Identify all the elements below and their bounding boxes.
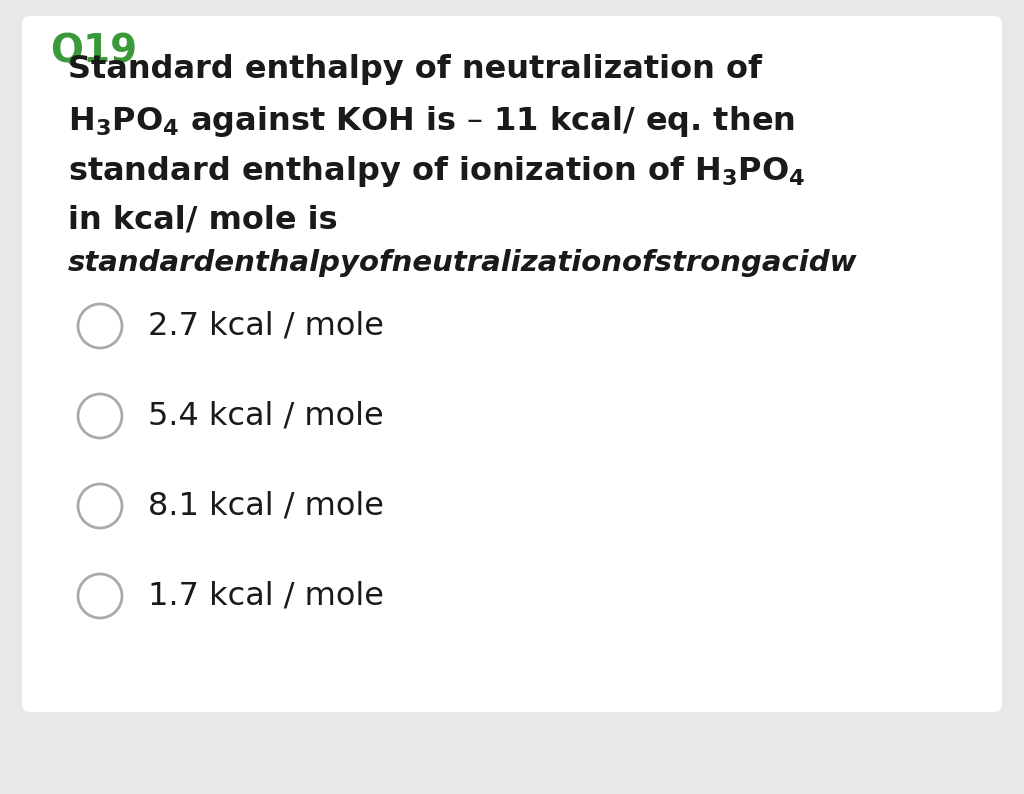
Text: 2.7 kcal / mole: 2.7 kcal / mole: [148, 310, 384, 341]
Text: 5.4 kcal / mole: 5.4 kcal / mole: [148, 400, 384, 431]
Text: 8.1 kcal / mole: 8.1 kcal / mole: [148, 491, 384, 522]
Text: 1.7 kcal / mole: 1.7 kcal / mole: [148, 580, 384, 611]
Text: standard enthalpy of ionization of $\mathbf{H_3PO_4}$: standard enthalpy of ionization of $\mat…: [68, 154, 806, 189]
Text: standardenthalpyofneutralizationofstrongacidw: standardenthalpyofneutralizationofstrong…: [68, 249, 857, 277]
Text: Standard enthalpy of neutralization of: Standard enthalpy of neutralization of: [68, 54, 762, 85]
Text: Q19: Q19: [50, 32, 137, 70]
Text: in kcal/ mole is: in kcal/ mole is: [68, 204, 338, 235]
FancyBboxPatch shape: [22, 16, 1002, 712]
Text: $\mathbf{H_3PO_4}$ against KOH is – 11 kcal/ eq. then: $\mathbf{H_3PO_4}$ against KOH is – 11 k…: [68, 104, 795, 139]
